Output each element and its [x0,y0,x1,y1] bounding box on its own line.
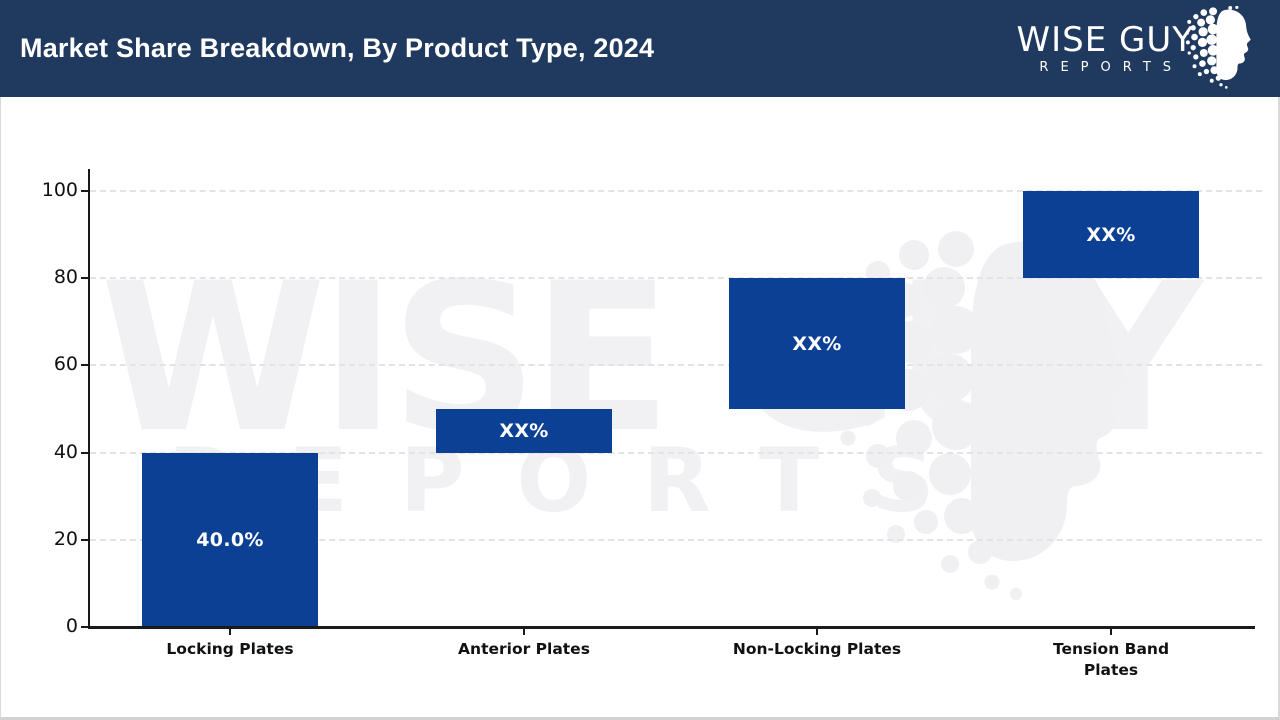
x-tick-mark [523,629,525,635]
watermark-layer: WISE GUY REPORTS [0,97,1280,720]
bar-value-label: XX% [1086,223,1136,246]
y-tick-label: 80 [53,266,78,289]
x-category-label-line: Non-Locking Plates [732,640,902,658]
x-tick-mark [229,629,231,635]
y-axis-line [88,169,90,628]
bar-segment: XX% [729,278,905,409]
header-bar: Market Share Breakdown, By Product Type,… [0,0,1280,97]
bar-value-label: XX% [499,419,549,442]
bar-value-label: XX% [792,332,842,355]
y-tick-mark [81,626,88,628]
y-tick-label: 20 [53,527,78,550]
x-category-label: Locking Plates [120,639,340,660]
bar-segment: 40.0% [142,452,318,627]
bar-segment: XX% [436,409,612,453]
y-tick-mark [81,277,88,280]
x-category-label: Non-Locking Plates [707,639,927,660]
x-tick-mark [816,629,818,635]
x-axis-line [88,626,1255,629]
logo-wiseguy-label: WISE GUY [1016,20,1194,61]
page-title: Market Share Breakdown, By Product Type,… [20,33,655,63]
y-tick-mark [81,451,88,454]
y-gridline [90,451,1262,454]
y-gridline [90,190,1262,192]
y-tick-mark [81,190,88,192]
y-gridline [90,277,1262,280]
x-category-label-line: Locking Plates [166,640,294,658]
x-category-label: Anterior Plates [414,639,634,660]
bar-segment: XX% [1023,191,1199,279]
x-category-label: Tension Band Plates [1001,639,1221,681]
x-tick-mark [1110,629,1112,635]
y-tick-mark [81,538,88,541]
y-gridline [90,364,1262,367]
y-tick-label: 40 [53,440,78,463]
x-category-label-line: Plates [1083,660,1139,679]
y-tick-mark [81,364,88,367]
y-gridline [90,538,1262,541]
wiseguy-face-icon [1185,5,1251,89]
logo-reports-label: REPORTS [1039,59,1184,75]
bar-value-label: 40.0% [196,528,264,551]
y-tick-label: 0 [65,615,78,638]
y-tick-label: 60 [53,353,78,376]
x-category-label-line: Anterior Plates [458,640,590,658]
x-category-label-line: Tension Band [1052,640,1170,658]
wiseguy-logo: WISE GUY REPORTS [1016,5,1258,92]
logo-text: WISE GUY REPORTS [1016,20,1194,75]
y-tick-label: 100 [41,179,78,202]
